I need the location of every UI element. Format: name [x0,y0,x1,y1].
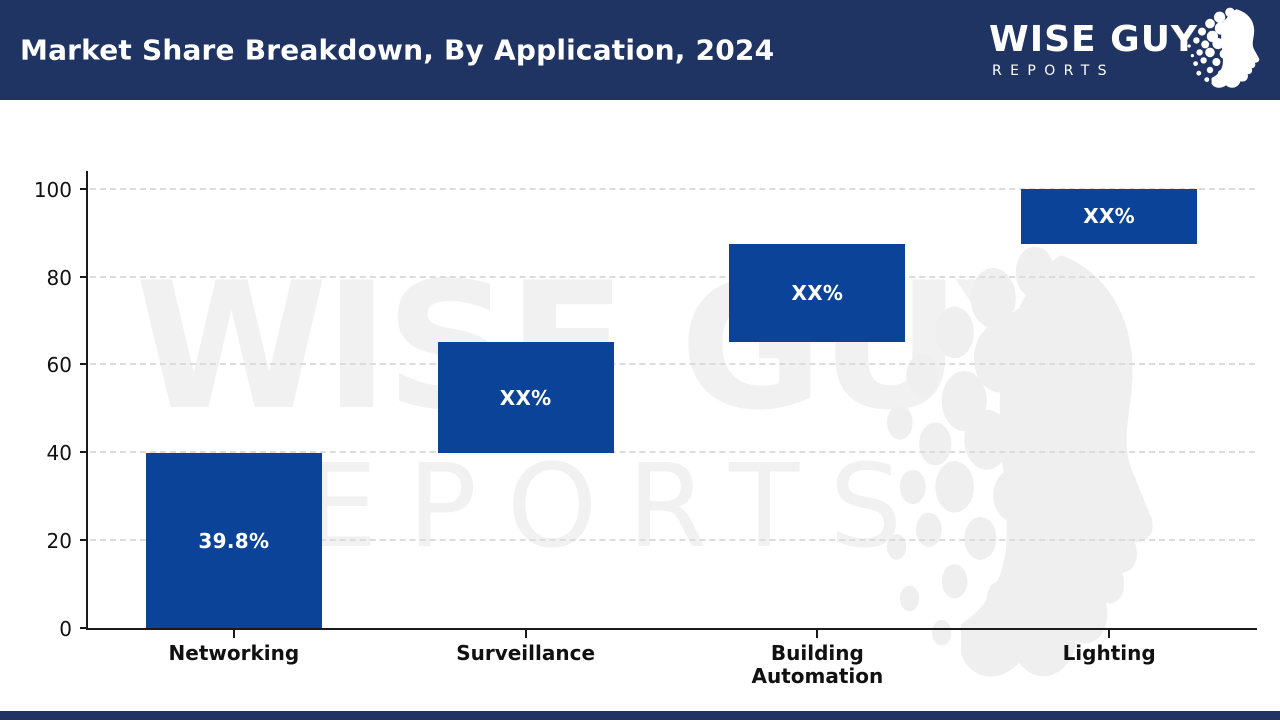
grid-line [90,187,1255,190]
y-axis-line [86,171,88,630]
y-tick-mark [80,275,88,278]
page-title: Market Share Breakdown, By Application, … [20,33,775,67]
y-tick-label: 80 [46,265,72,290]
header: Market Share Breakdown, By Application, … [0,0,1280,100]
grid-line [90,275,1255,278]
x-category-label: Networking [168,641,300,665]
bar: XX% [729,243,906,343]
y-tick-label: 0 [59,617,72,641]
wiseguy-logo: WISE GUY REPORTS [989,6,1266,94]
plot-area: 0 20 40 60 80 100 39.8% Networking XX% Surveillan… [0,100,1280,711]
x-tick-mark [1108,630,1111,638]
x-category-label: Lighting [1062,641,1156,665]
bar-value-label: XX% [1083,204,1136,229]
logo-wordmark: WISE GUY [988,19,1198,60]
y-tick-mark [80,451,88,454]
footer-bar [0,711,1280,720]
y-tick-label: 60 [46,353,72,378]
y-tick-mark [80,539,88,542]
x-tick-mark [524,630,527,638]
grid-line [90,539,1255,542]
logo-subtitle: REPORTS [991,63,1115,79]
y-tick-mark [80,187,88,190]
y-tick-label: 100 [33,177,72,202]
x-category-label: Surveillance [456,641,596,665]
grid-line [90,451,1255,454]
grid-line [90,363,1255,366]
x-tick-mark [232,630,235,638]
bar-value-label: 39.8% [198,528,270,553]
y-tick-mark [80,363,88,366]
x-axis-line [86,628,1257,630]
chart-area: WISE GUY REPORTS 0 20 40 60 80 100 39.8% Networ… [0,100,1280,711]
x-tick-mark [816,630,819,638]
y-tick-label: 20 [46,529,72,554]
x-category-label: Building Automation [751,641,884,688]
bar: 39.8% [145,453,322,628]
bar-value-label: XX% [791,281,844,306]
bar-value-label: XX% [499,385,552,410]
bar: XX% [1021,188,1198,244]
bar: XX% [437,342,614,454]
logo-head-icon [1187,7,1260,88]
y-tick-label: 40 [46,441,72,466]
y-tick-mark [80,627,88,629]
